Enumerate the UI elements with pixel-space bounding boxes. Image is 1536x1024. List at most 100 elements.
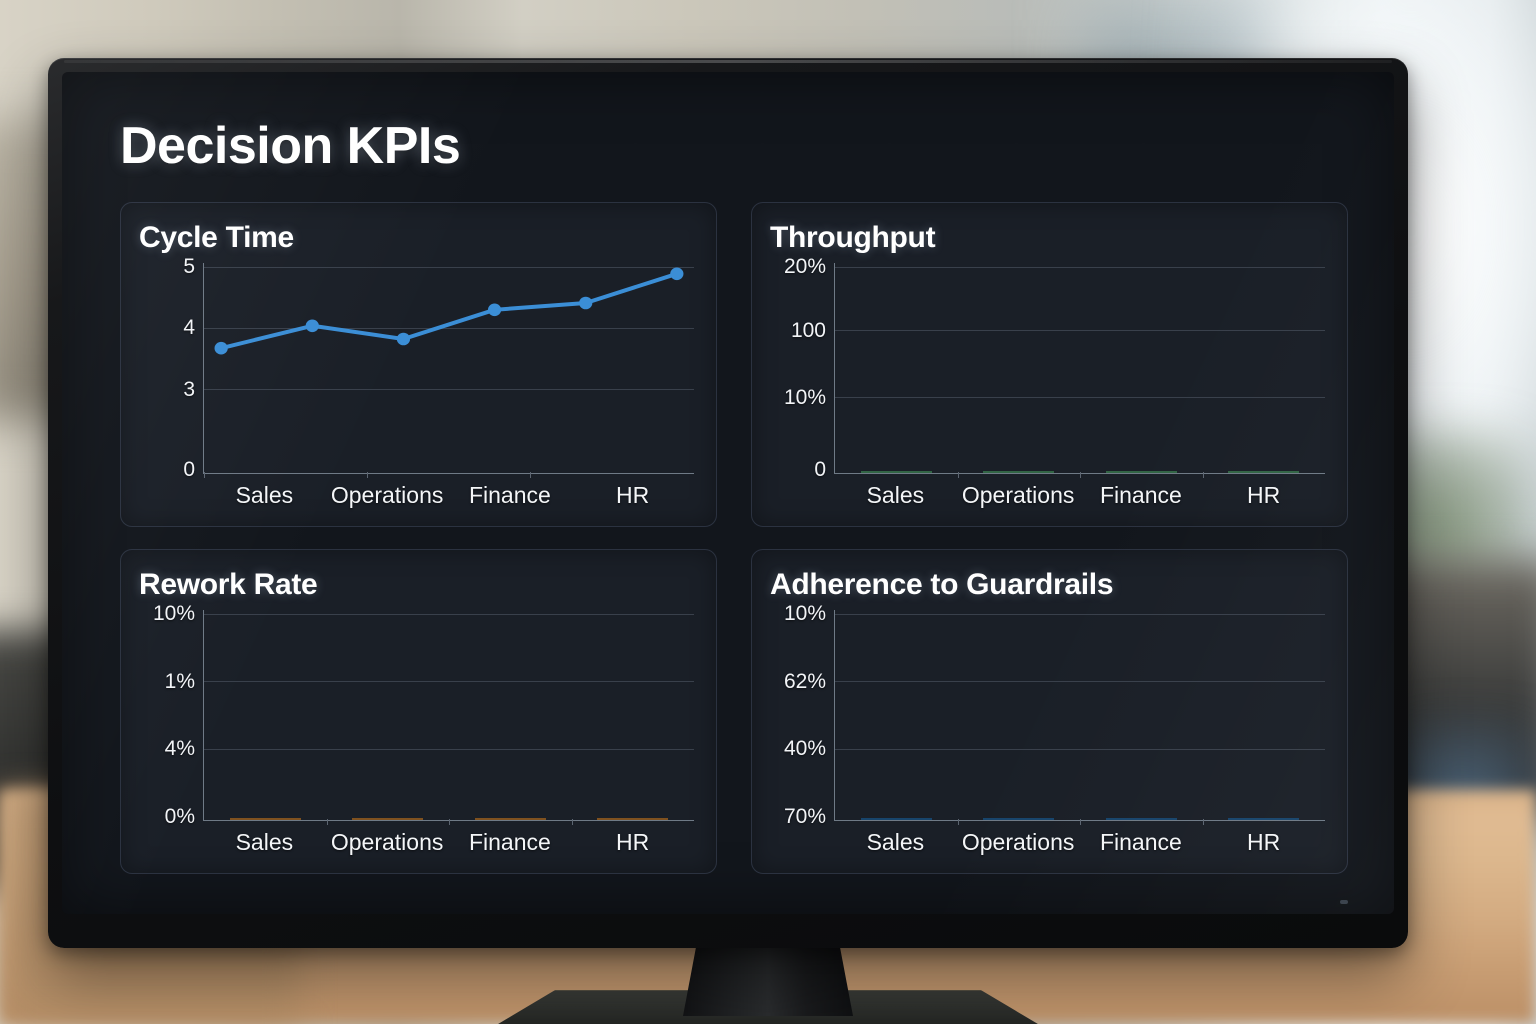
gridline [204,681,694,683]
computer-monitor: Decision KPIs Cycle Time 5 4 3 0 [48,58,1408,948]
bar-series-adherence [835,610,1325,820]
bar-sales[interactable] [229,818,301,820]
bar-cell [1080,818,1203,820]
x-axis-throughput: Sales Operations Finance HR [834,482,1325,512]
gridline [835,748,1325,750]
chart-grid: Cycle Time 5 4 3 0 [120,202,1348,874]
gridline [204,328,694,330]
x-tick-label: Sales [866,829,925,855]
bar-cell [572,818,695,820]
x-tick-label: Operations [330,829,444,855]
y-tick-label: 40% [783,737,826,761]
gridline [835,267,1325,269]
y-tick-label: 10% [783,602,826,626]
gridline [204,389,694,390]
y-tick-label: 20% [783,255,826,279]
line-markers-cycle-time [214,267,684,355]
gridline [204,614,694,616]
card-title-rework-rate: Rework Rate [139,568,318,601]
x-tick-label: Operations [961,482,1075,508]
line-series-cycle-time [204,263,694,473]
plot-cycle-time: 5 4 3 0 [139,255,694,481]
x-tick-label: Operations [330,482,444,508]
y-axis-cycle-time: 5 4 3 0 [139,255,203,481]
x-tick [1202,819,1204,825]
bar-cell [327,818,450,820]
bar-hr[interactable] [1228,471,1300,473]
bar-cell [1080,471,1203,473]
x-tick-label: HR [1247,482,1281,508]
x-tick [367,472,369,478]
gridline [835,614,1325,616]
plot-adherence: 10% 62% 40% 70% [770,602,1325,828]
x-axis-adherence: Sales Operations Finance HR [834,829,1325,859]
plot-throughput: 20% 100 10% 0 [770,255,1325,481]
card-cycle-time[interactable]: Cycle Time 5 4 3 0 [120,202,717,527]
bar-hr[interactable] [1228,818,1300,820]
card-throughput[interactable]: Throughput 20% 100 10% 0 [751,202,1348,527]
y-tick-label: 100 [790,318,826,342]
gridline [204,267,694,269]
card-rework-rate[interactable]: Rework Rate 10% 1% 4% 0% [120,549,717,874]
x-tick-label: HR [616,829,650,855]
x-tick-label: Finance [468,482,551,508]
x-tick-label: Sales [235,482,294,508]
bar-sales[interactable] [860,471,932,473]
y-tick-label: 4 [183,316,195,340]
monitor-stand-neck [683,944,853,1016]
bar-finance[interactable] [1105,818,1177,820]
y-tick-label: 10% [783,386,826,410]
plot-area-throughput [834,263,1325,478]
y-tick-label: 0% [164,804,195,828]
bar-cell [1203,818,1326,820]
y-tick-label: 5 [183,255,195,279]
bar-cell [835,818,958,820]
bar-finance[interactable] [1105,471,1177,473]
y-tick-label: 70% [783,804,826,828]
monitor-screen: Decision KPIs Cycle Time 5 4 3 0 [62,72,1394,914]
y-tick-label: 3 [183,377,195,401]
x-tick [571,819,573,825]
x-tick [530,472,532,478]
y-tick-label: 10% [152,602,195,626]
plot-rework-rate: 10% 1% 4% 0% [139,602,694,828]
bar-cell [958,471,1081,473]
y-axis-throughput: 20% 100 10% 0 [770,255,834,481]
x-tick [1202,472,1204,478]
bar-series-throughput [835,263,1325,473]
x-tick [957,819,959,825]
x-tick-label: HR [1247,829,1281,855]
bar-operations[interactable] [983,471,1055,473]
gridline [835,397,1325,399]
x-tick [957,472,959,478]
kpi-dashboard: Decision KPIs Cycle Time 5 4 3 0 [62,72,1394,914]
x-axis-cycle-time: Sales Operations Finance HR [203,482,694,512]
y-tick-label: 4% [164,737,195,761]
bar-sales[interactable] [860,818,932,820]
x-tick [1080,472,1081,478]
gridline [835,330,1325,332]
bar-hr[interactable] [597,818,669,820]
x-tick [204,472,205,478]
bar-series-rework-rate [204,610,694,820]
bar-cell [449,818,572,820]
bar-cell [835,471,958,473]
page-title: Decision KPIs [120,117,461,175]
bar-operations[interactable] [352,818,424,820]
x-tick-label: Operations [961,829,1075,855]
bar-operations[interactable] [983,818,1055,820]
x-tick [1080,819,1081,825]
x-axis-rework-rate: Sales Operations Finance HR [203,829,694,859]
y-tick-label: 0 [183,457,195,481]
x-tick-label: Finance [468,829,551,855]
bar-finance[interactable] [474,818,546,820]
plot-area-rework-rate [203,610,694,825]
y-tick-label: 0 [814,457,826,481]
card-title-cycle-time: Cycle Time [139,221,294,254]
card-adherence-to-guardrails[interactable]: Adherence to Guardrails 10% 62% 40% 70% [751,549,1348,874]
y-tick-label: 1% [164,669,195,693]
x-tick-label: Sales [866,482,925,508]
card-title-adherence: Adherence to Guardrails [770,568,1114,601]
gridline [204,748,694,750]
card-title-throughput: Throughput [770,221,936,254]
